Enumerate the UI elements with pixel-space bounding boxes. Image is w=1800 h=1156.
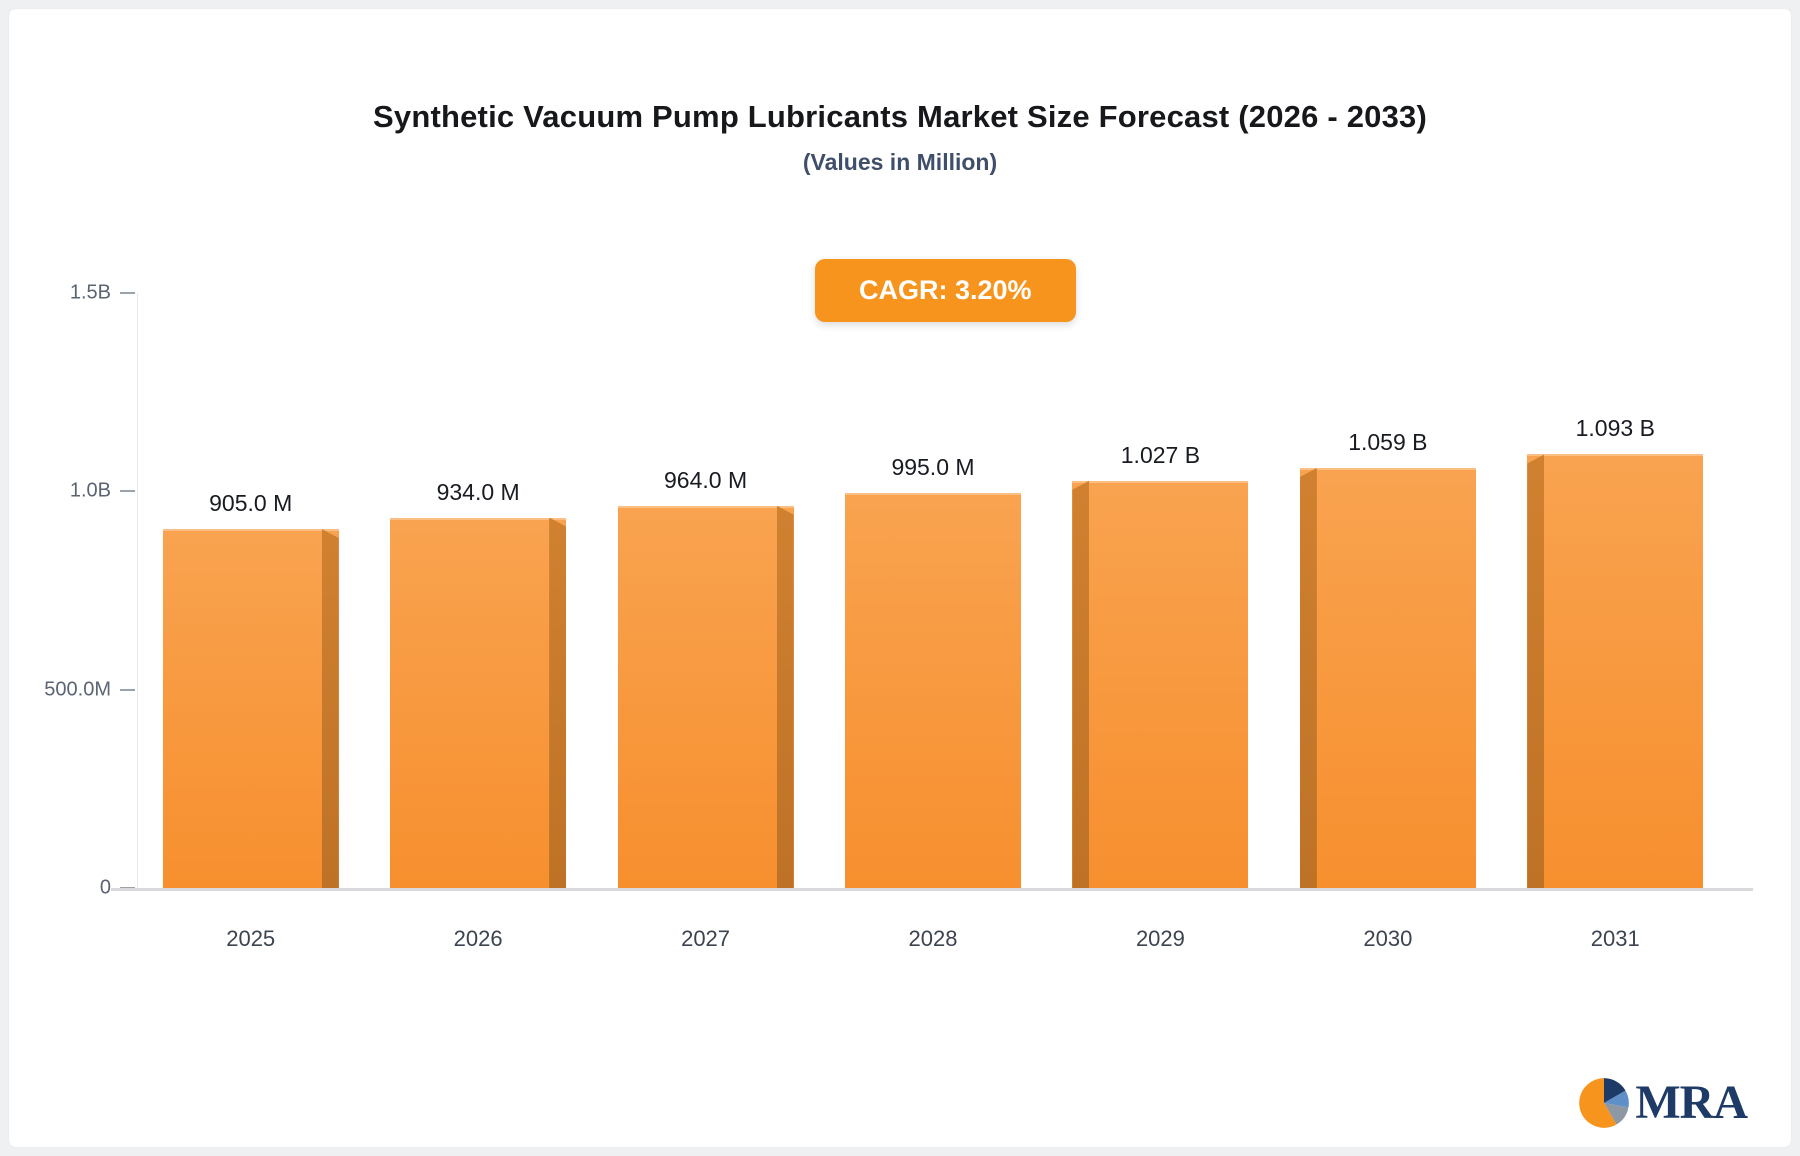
y-tick-mark xyxy=(120,688,135,691)
chart-card: Synthetic Vacuum Pump Lubricants Market … xyxy=(8,8,1792,1148)
x-tick-label: 2027 xyxy=(681,926,731,951)
x-axis: 2025 2026 2027 2028 2029 2030 2031 xyxy=(137,912,1729,960)
cagr-badge: CAGR: 3.20% xyxy=(815,259,1076,322)
bar-value-label: 995.0 M xyxy=(891,454,975,481)
x-tick-label: 2029 xyxy=(1135,926,1185,951)
x-axis-line xyxy=(111,888,1753,891)
pie-slice-gray xyxy=(1604,1103,1629,1125)
bar-value-label: 905.0 M xyxy=(209,490,293,517)
mra-logo-text: MRA xyxy=(1635,1076,1748,1129)
bar-value-label: 1.027 B xyxy=(1120,441,1201,468)
bar-value-label: 1.059 B xyxy=(1348,428,1428,455)
x-tick-label: 2025 xyxy=(226,926,276,951)
bar-2030 xyxy=(1299,467,1476,888)
bar-value-label: 934.0 M xyxy=(436,478,520,505)
x-tick-label: 2030 xyxy=(1363,926,1413,951)
pie-chart-icon xyxy=(1579,1078,1630,1128)
plot-area: 905.0 M 934.0 M 964.0 M 995.0 M 1.027 B 1.059… xyxy=(137,293,1729,888)
bar-value-label: 964.0 M xyxy=(664,466,748,493)
y-tick-label: 0 xyxy=(99,876,111,899)
mra-logo: MRA xyxy=(1578,1076,1748,1129)
y-tick-label: 1.5B xyxy=(69,281,111,304)
bar-2031 xyxy=(1527,454,1704,888)
y-axis-line xyxy=(137,293,138,888)
y-tick-mark xyxy=(120,490,135,493)
y-tick-label: 1.0B xyxy=(69,479,111,502)
bar-value-label: 1.093 B xyxy=(1575,415,1655,442)
x-tick-label: 2028 xyxy=(908,926,958,951)
pie-slice-navy xyxy=(1604,1078,1626,1103)
pie-slice-blue xyxy=(1604,1090,1630,1108)
y-tick-label: 500.0M xyxy=(44,678,111,701)
bar-2029 xyxy=(1072,480,1249,888)
bar-2026 xyxy=(390,517,567,888)
x-tick-label: 2026 xyxy=(453,926,503,951)
chart-title: Synthetic Vacuum Pump Lubricants Market … xyxy=(373,99,1427,134)
bar-2028 xyxy=(845,493,1021,888)
x-tick-label: 2031 xyxy=(1590,926,1640,951)
pie-slice-orange xyxy=(1579,1078,1617,1128)
y-axis: 0 500.0M 1.0B 1.5B xyxy=(9,282,137,899)
chart-subtitle: (Values in Million) xyxy=(802,149,998,175)
bar-2025 xyxy=(162,529,339,888)
bar-2027 xyxy=(617,505,794,888)
y-tick-mark xyxy=(120,292,135,294)
